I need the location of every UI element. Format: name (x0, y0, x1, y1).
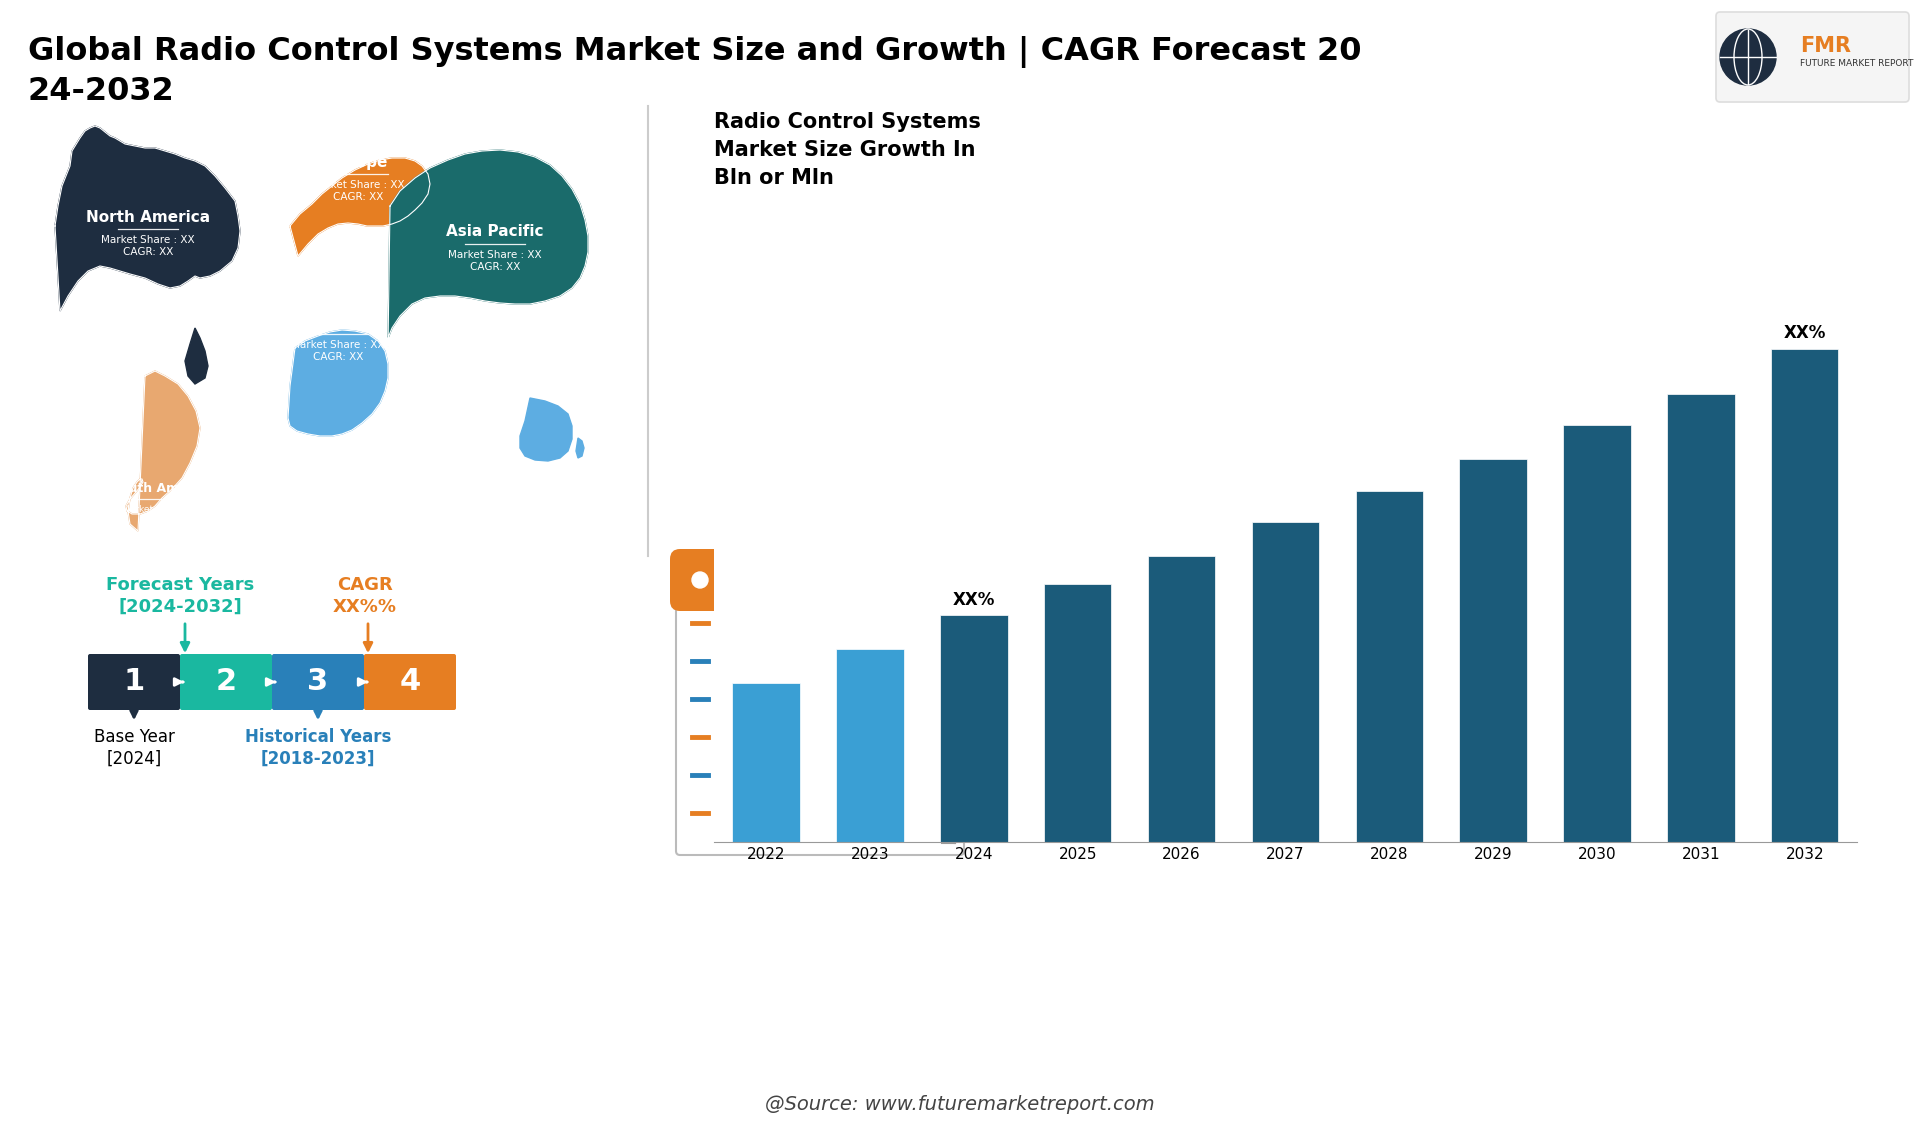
Text: 3: 3 (307, 667, 328, 697)
Bar (1667, 394, 1734, 842)
FancyBboxPatch shape (273, 654, 365, 711)
Circle shape (1021, 572, 1039, 588)
Polygon shape (288, 330, 388, 435)
Text: CAGR: XX: CAGR: XX (332, 193, 384, 202)
Polygon shape (576, 438, 584, 458)
Text: CAGR: XX: CAGR: XX (313, 352, 363, 362)
Text: RF: RF (1046, 728, 1068, 746)
Text: South America: South America (111, 481, 213, 495)
FancyBboxPatch shape (670, 549, 970, 611)
Circle shape (1720, 29, 1776, 85)
Text: Saitek: Saitek (716, 804, 770, 822)
Polygon shape (56, 126, 240, 311)
Text: XX%: XX% (1784, 324, 1826, 342)
Polygon shape (127, 371, 200, 531)
Bar (941, 615, 1008, 842)
Text: CAGR
XX%%: CAGR XX%% (332, 575, 397, 617)
Circle shape (691, 572, 708, 588)
FancyBboxPatch shape (1331, 549, 1630, 611)
Circle shape (1352, 572, 1367, 588)
FancyBboxPatch shape (365, 654, 457, 711)
Text: Historical Years
[2018-2023]: Historical Years [2018-2023] (246, 728, 392, 768)
Polygon shape (290, 158, 430, 256)
Text: Market players: Market players (753, 571, 912, 589)
Text: MEA: MEA (319, 314, 357, 330)
FancyBboxPatch shape (88, 654, 180, 711)
Text: AMX: AMX (716, 614, 755, 631)
Text: By application: By application (1417, 571, 1567, 589)
Text: XX%: XX% (952, 590, 995, 609)
Bar (837, 650, 904, 842)
Text: CAGR: XX: CAGR: XX (140, 518, 184, 526)
Bar (1148, 556, 1215, 842)
Text: By type: By type (1121, 571, 1202, 589)
Text: 4: 4 (399, 667, 420, 697)
Text: Forecast Years
[2024-2032]: Forecast Years [2024-2032] (106, 575, 253, 617)
Text: CAGR: XX: CAGR: XX (470, 262, 520, 272)
Bar (1563, 425, 1630, 842)
Text: FMR: FMR (1801, 36, 1851, 56)
Text: Logitech: Logitech (716, 728, 791, 746)
Text: CAGR: XX: CAGR: XX (123, 248, 173, 257)
Text: Leviton: Leviton (716, 690, 780, 708)
FancyBboxPatch shape (180, 654, 273, 711)
Bar (1252, 521, 1319, 842)
Text: Market Share : XX: Market Share : XX (311, 180, 405, 190)
Text: RTI: RTI (716, 766, 743, 784)
Text: Radio Control Systems
Market Size Growth In
Bln or Mln: Radio Control Systems Market Size Growth… (714, 112, 981, 188)
Text: 1: 1 (123, 667, 144, 697)
FancyBboxPatch shape (1716, 11, 1908, 102)
Text: Other: Other (1046, 690, 1096, 708)
Text: Global Radio Control Systems Market Size and Growth | CAGR Forecast 20
24-2032: Global Radio Control Systems Market Size… (29, 36, 1361, 108)
Text: Air: Air (1377, 614, 1400, 631)
Bar (1459, 460, 1526, 842)
Text: IR: IR (1046, 652, 1064, 670)
Text: Asia Pacific: Asia Pacific (445, 225, 543, 240)
Bar (732, 683, 801, 842)
Text: Vehicles: Vehicles (1377, 766, 1448, 784)
Polygon shape (520, 398, 572, 461)
Text: Market Share : XX: Market Share : XX (447, 250, 541, 260)
Text: Market Share : XX: Market Share : XX (121, 505, 202, 515)
Bar (1356, 490, 1423, 842)
Text: Unmanned: Unmanned (1377, 728, 1471, 746)
Polygon shape (388, 150, 588, 346)
FancyBboxPatch shape (1000, 549, 1300, 611)
Text: Other: Other (1377, 652, 1427, 670)
Text: Electromagnetic: Electromagnetic (1046, 614, 1188, 631)
Polygon shape (184, 328, 207, 384)
Text: 2: 2 (215, 667, 236, 697)
FancyBboxPatch shape (676, 599, 964, 855)
Text: Television: Television (1377, 690, 1461, 708)
Text: Base Year
[2024]: Base Year [2024] (94, 728, 175, 768)
Bar (1770, 348, 1839, 842)
FancyBboxPatch shape (1336, 599, 1624, 817)
Text: Market Share : XX: Market Share : XX (292, 340, 384, 350)
Text: North America: North America (86, 210, 209, 225)
Text: Europe: Europe (328, 155, 388, 170)
Text: FUTURE MARKET REPORT: FUTURE MARKET REPORT (1801, 60, 1914, 69)
Bar (1044, 584, 1112, 842)
Text: @Source: www.futuremarketreport.com: @Source: www.futuremarketreport.com (766, 1094, 1154, 1114)
FancyBboxPatch shape (1006, 599, 1294, 779)
Text: Doro: Doro (716, 652, 758, 670)
Text: Market Share : XX: Market Share : XX (102, 235, 194, 245)
